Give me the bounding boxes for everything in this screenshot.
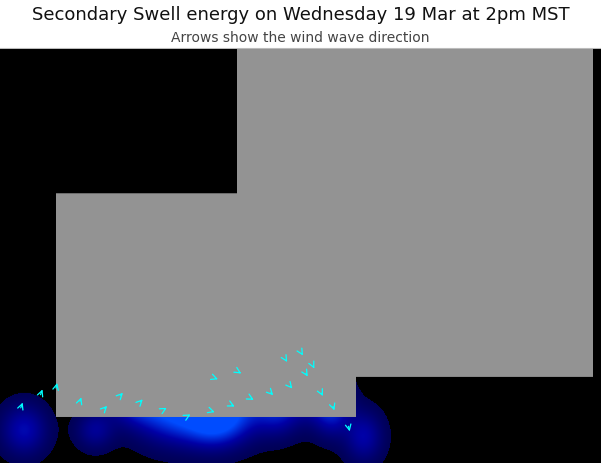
- Text: Secondary Swell energy on Wednesday 19 Mar at 2pm MST: Secondary Swell energy on Wednesday 19 M…: [32, 6, 569, 24]
- Text: Arrows show the wind wave direction: Arrows show the wind wave direction: [171, 31, 430, 44]
